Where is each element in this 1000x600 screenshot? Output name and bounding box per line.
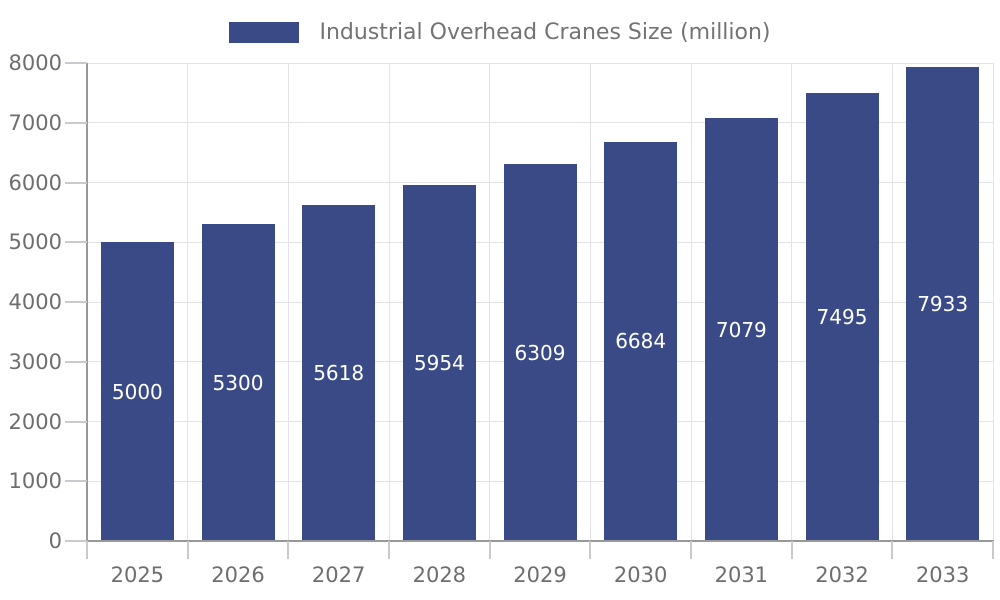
x-tick (891, 541, 894, 559)
bar-value-label: 5954 (413, 351, 465, 376)
y-tick (65, 480, 87, 483)
bar-value-label: 5618 (313, 361, 365, 386)
y-tick-label: 5000 (8, 230, 62, 255)
y-tick-label: 7000 (8, 110, 62, 135)
y-tick (65, 121, 87, 124)
y-tick-label: 1000 (8, 469, 62, 494)
x-tick-label: 2026 (211, 563, 265, 587)
y-tick (65, 301, 87, 303)
bar-value-label: 7933 (917, 291, 969, 316)
y-tick (65, 241, 87, 244)
x-tick-label: 2031 (714, 563, 769, 587)
plot-area: 5000 5300 5618 5954 6309 6684 7079 7495 7933 (87, 62, 994, 541)
x-tick (589, 541, 592, 559)
h-gridline (87, 122, 993, 124)
bar: 7079 (704, 118, 778, 541)
bar-value-label: 5300 (212, 370, 264, 395)
y-tick-label: 3000 (8, 349, 62, 374)
v-gridline (388, 63, 390, 541)
legend-label: Industrial Overhead Cranes Size (million… (319, 19, 771, 45)
y-tick (65, 181, 87, 184)
y-tick (65, 62, 87, 64)
y-tick (65, 360, 87, 363)
bar-value-label: 7495 (816, 305, 868, 330)
v-gridline (992, 63, 994, 541)
x-tick (690, 541, 692, 559)
v-gridline (287, 63, 289, 541)
bar: 5954 (402, 185, 476, 541)
y-axis-line (86, 63, 88, 541)
bar-value-label: 6309 (514, 340, 566, 365)
y-tick-label: 8000 (8, 51, 62, 75)
legend-swatch (229, 21, 300, 43)
bar: 6309 (503, 164, 577, 541)
y-tick-label: 4000 (8, 290, 62, 314)
y-tick (65, 420, 87, 423)
x-tick (388, 541, 390, 559)
v-gridline (891, 63, 893, 541)
x-tick (790, 541, 793, 559)
x-tick-label: 2033 (915, 563, 970, 587)
x-tick (488, 541, 491, 559)
bar: 7495 (805, 93, 879, 541)
y-tick-label: 2000 (8, 409, 62, 434)
x-tick (86, 541, 88, 559)
x-tick-label: 2029 (513, 563, 567, 587)
bar: 5000 (100, 242, 174, 541)
x-tick (186, 541, 189, 559)
x-tick-label: 2027 (311, 563, 366, 587)
bar-value-label: 5000 (111, 379, 163, 404)
bar: 5300 (201, 224, 275, 541)
v-gridline (187, 63, 189, 541)
v-gridline (489, 63, 491, 541)
x-tick (992, 541, 994, 559)
x-tick-label: 2028 (412, 563, 467, 587)
bar: 6684 (604, 141, 678, 541)
h-gridline (87, 62, 993, 64)
y-tick (65, 540, 87, 542)
bar: 7933 (906, 67, 980, 541)
bar: 5618 (302, 205, 376, 541)
bar-value-label: 6684 (615, 329, 667, 354)
bar-value-label: 7079 (715, 317, 767, 342)
x-tick-label: 2032 (815, 563, 869, 587)
legend-item[interactable]: Industrial Overhead Cranes Size (million… (0, 18, 1000, 46)
y-tick-label: 6000 (8, 170, 62, 195)
x-tick-label: 2025 (110, 563, 165, 587)
v-gridline (589, 63, 591, 541)
x-tick (287, 541, 290, 559)
x-axis-line (86, 540, 994, 542)
x-tick-label: 2030 (613, 563, 668, 587)
v-gridline (690, 63, 692, 541)
y-tick-label: 0 (48, 529, 62, 553)
v-gridline (791, 63, 793, 541)
